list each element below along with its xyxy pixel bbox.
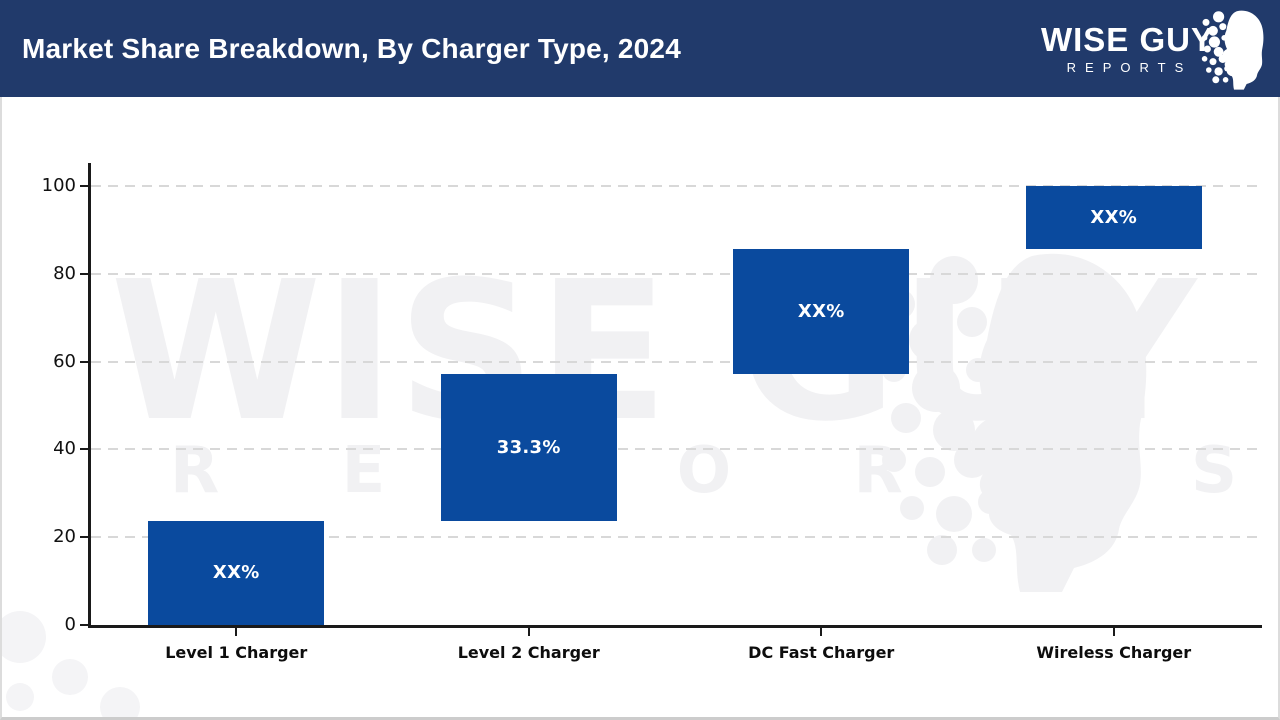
y-axis-tick bbox=[80, 536, 88, 539]
x-axis-line bbox=[88, 625, 1262, 628]
y-tick-label: 80 bbox=[53, 262, 76, 284]
x-category-label: Level 1 Charger bbox=[165, 643, 308, 662]
bar-level-2-charger: 33.3% bbox=[440, 374, 617, 521]
grid-line bbox=[91, 360, 1259, 363]
bar-dc-fast-charger: XX% bbox=[733, 248, 910, 375]
grid-line bbox=[91, 448, 1259, 451]
x-category-label: DC Fast Charger bbox=[748, 643, 895, 662]
y-axis-tick bbox=[80, 624, 88, 626]
bar-level-1-charger: XX% bbox=[148, 520, 325, 625]
wise-guy-logo: WISE GUY REPORTS bbox=[1041, 6, 1270, 92]
x-axis-tick bbox=[1112, 628, 1115, 636]
x-axis-tick bbox=[820, 628, 823, 636]
logo-wordmark: WISE GUY bbox=[1040, 21, 1214, 58]
grid-line bbox=[91, 185, 1259, 187]
y-axis-tick bbox=[80, 272, 88, 275]
y-tick-label: 60 bbox=[53, 350, 76, 372]
grid-line bbox=[91, 536, 1259, 539]
bar-wireless-charger: XX% bbox=[1025, 186, 1202, 249]
header-band: Market Share Breakdown, By Charger Type,… bbox=[0, 0, 1280, 97]
bar-value-label: XX% bbox=[212, 562, 260, 584]
chart-title: Market Share Breakdown, By Charger Type,… bbox=[22, 32, 681, 64]
y-axis-tick bbox=[80, 185, 88, 187]
watermark-head-icon bbox=[882, 253, 1147, 592]
y-tick-label: 40 bbox=[53, 438, 76, 460]
y-tick-label: 20 bbox=[53, 526, 76, 548]
x-axis-tick bbox=[235, 628, 238, 636]
y-axis-tick bbox=[80, 360, 88, 363]
logo-subtitle: REPORTS bbox=[1066, 60, 1193, 75]
plot-area: WISE GUY R E P O R T S XX% 33.3% XX% XX% bbox=[0, 97, 1280, 720]
x-axis-tick bbox=[527, 628, 530, 636]
bar-value-label: XX% bbox=[797, 301, 845, 323]
y-axis-tick bbox=[80, 448, 88, 451]
watermark-dots-icon bbox=[2, 611, 140, 717]
x-category-label: Wireless Charger bbox=[1036, 643, 1192, 662]
bar-value-label: 33.3% bbox=[496, 436, 561, 458]
bar-value-label: XX% bbox=[1090, 206, 1138, 228]
logo-text: WISE GUY REPORTS bbox=[1040, 21, 1214, 76]
y-tick-label: 100 bbox=[41, 175, 76, 196]
y-axis-line bbox=[88, 163, 91, 628]
x-category-label: Level 2 Charger bbox=[457, 643, 600, 662]
grid-line bbox=[91, 272, 1259, 275]
logo-head-icon bbox=[1201, 10, 1264, 90]
y-tick-label: 0 bbox=[64, 614, 76, 635]
